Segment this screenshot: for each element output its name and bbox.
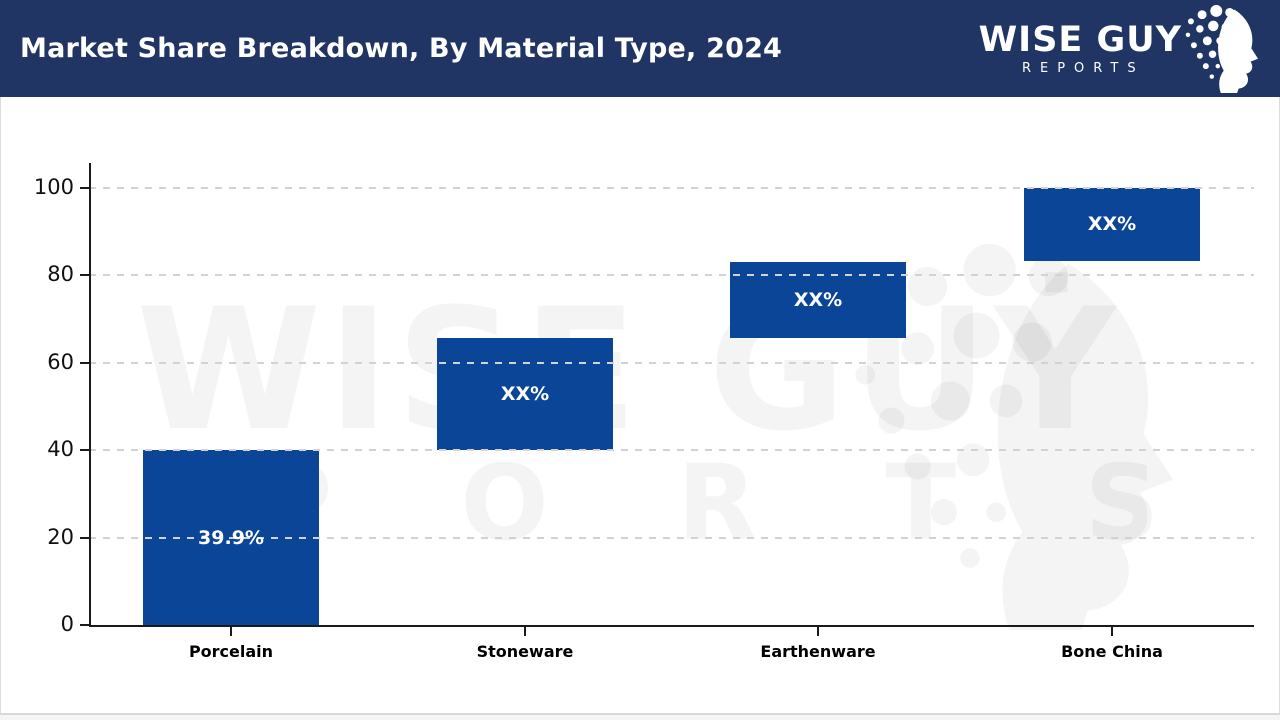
watermark-text-line2: P O R T S	[256, 442, 1205, 564]
header-bar: Market Share Breakdown, By Material Type…	[0, 0, 1280, 97]
wiseguy-logo: WISE GUY REPORTS	[978, 4, 1262, 93]
bar-value-label: XX%	[500, 383, 550, 405]
bar-value-label: 39.9%	[198, 526, 264, 549]
chart-area: WISE GUẎ P O R T S 39.9% XX% XX% XX% 0 20 40 60…	[0, 97, 1280, 716]
logo-head-icon	[1185, 4, 1259, 93]
logo-word: WISE GUY	[978, 19, 1182, 60]
y-axis-tick-label: 100	[33, 174, 74, 199]
x-axis-category-label: Bone China	[1061, 642, 1163, 661]
y-axis-tick-label: 60	[47, 349, 74, 374]
gridline	[89, 536, 1254, 539]
y-axis-tick	[80, 624, 89, 626]
x-axis-category-label: Earthenware	[760, 642, 876, 661]
y-axis-tick-label: 20	[47, 524, 74, 549]
watermark-text-line1: WISE GUẎ	[136, 272, 1122, 468]
logo-wordmark: WISE GUY REPORTS	[978, 19, 1182, 76]
gridline	[89, 449, 1254, 451]
footer-divider	[0, 713, 1280, 720]
y-axis-tick-label: 80	[47, 262, 74, 286]
bar	[437, 338, 613, 450]
gridline	[89, 361, 1254, 364]
logo-subtext: REPORTS	[1021, 60, 1145, 76]
y-axis-tick	[80, 536, 89, 539]
x-axis-category-label: Stoneware	[476, 642, 574, 661]
gridline	[89, 274, 1254, 276]
x-axis-line	[89, 625, 1254, 627]
x-axis-tick	[230, 627, 232, 636]
page-title: Market Share Breakdown, By Material Type…	[20, 33, 783, 64]
y-axis-tick	[80, 274, 89, 276]
y-axis-tick	[80, 361, 89, 364]
y-axis-line	[89, 163, 91, 627]
bar	[1024, 187, 1200, 261]
y-axis-tick	[80, 186, 89, 189]
x-axis-tick	[524, 627, 526, 636]
gridline	[89, 186, 1254, 189]
y-axis-tick-label: 40	[47, 437, 74, 461]
bar-value-label: XX%	[1087, 213, 1137, 236]
y-axis-tick	[80, 449, 89, 451]
y-axis-tick-label: 0	[60, 612, 74, 636]
x-axis-tick	[1111, 627, 1113, 636]
bar-value-label: XX%	[793, 288, 843, 311]
x-axis-category-label: Porcelain	[188, 642, 274, 661]
x-axis-tick	[817, 627, 819, 636]
